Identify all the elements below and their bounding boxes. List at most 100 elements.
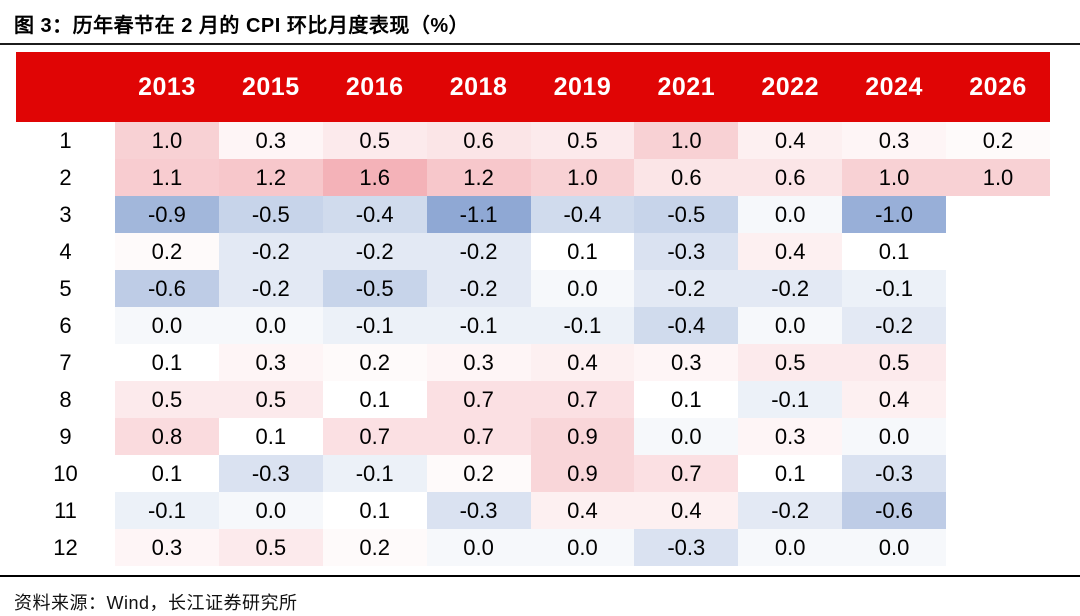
value-cell-2019-m3: -0.4	[530, 196, 635, 233]
value-cell-2015-m12: 0.5	[218, 529, 323, 566]
month-row-8: 8 0.5 0.5 0.1 0.7 0.7 0.1 -0.1 0.4	[16, 381, 1050, 418]
value-cell-2018-m2: 1.2	[426, 159, 531, 196]
value-cell-2016-m9: 0.7	[322, 418, 427, 455]
value-cell-2015-m6: 0.0	[218, 307, 323, 344]
month-label: 12	[16, 529, 115, 566]
value-cell-2024-m11: -0.6	[842, 492, 946, 529]
value-cell-2019-m10: 0.9	[530, 455, 635, 492]
value-cell-2016-m6: -0.1	[322, 307, 427, 344]
value-cell-2022-m12: 0.0	[738, 529, 843, 566]
month-row-4: 4 0.2 -0.2 -0.2 -0.2 0.1 -0.3 0.4 0.1	[16, 233, 1050, 270]
value-cell-2013-m5: -0.6	[115, 270, 219, 307]
value-cell-2026-m11	[946, 492, 1050, 529]
value-cell-2016-m11: 0.1	[322, 492, 427, 529]
value-cell-2013-m6: 0.0	[115, 307, 219, 344]
value-cell-2022-m3: 0.0	[738, 196, 843, 233]
month-row-11: 11 -0.1 0.0 0.1 -0.3 0.4 0.4 -0.2 -0.6	[16, 492, 1050, 529]
value-cell-2015-m1: 0.3	[218, 122, 323, 159]
table-body: 1 1.0 0.3 0.5 0.6 0.5 1.0 0.4 0.3 0.2 2 1.1 1.2 1.6 1.…	[16, 122, 1050, 566]
month-row-9: 9 0.8 0.1 0.7 0.7 0.9 0.0 0.3 0.0	[16, 418, 1050, 455]
value-cell-2024-m4: 0.1	[842, 233, 946, 270]
value-cell-2021-m7: 0.3	[634, 344, 739, 381]
month-label: 7	[16, 344, 115, 381]
source-note: 资料来源：Wind，长江证券研究所	[14, 593, 298, 613]
value-cell-2013-m10: 0.1	[115, 455, 219, 492]
value-cell-2018-m6: -0.1	[426, 307, 531, 344]
value-cell-2022-m10: 0.1	[738, 455, 843, 492]
year-header-2021: 2021	[634, 52, 739, 122]
cpi-heatmap-table: 2013 2015 2016 2018 2019 2021 2022 2024 2026 1 1.…	[16, 52, 1050, 566]
value-cell-2015-m4: -0.2	[218, 233, 323, 270]
value-cell-2015-m11: 0.0	[218, 492, 323, 529]
value-cell-2015-m10: -0.3	[218, 455, 323, 492]
value-cell-2021-m11: 0.4	[634, 492, 739, 529]
value-cell-2013-m8: 0.5	[115, 381, 219, 418]
value-cell-2024-m6: -0.2	[842, 307, 946, 344]
value-cell-2022-m8: -0.1	[738, 381, 843, 418]
year-header-2019: 2019	[530, 52, 635, 122]
value-cell-2018-m10: 0.2	[426, 455, 531, 492]
value-cell-2016-m3: -0.4	[322, 196, 427, 233]
year-header-row: 2013 2015 2016 2018 2019 2021 2022 2024 2026	[16, 52, 1050, 122]
value-cell-2015-m9: 0.1	[218, 418, 323, 455]
value-cell-2022-m1: 0.4	[738, 122, 843, 159]
value-cell-2024-m1: 0.3	[842, 122, 946, 159]
value-cell-2021-m10: 0.7	[634, 455, 739, 492]
value-cell-2013-m3: -0.9	[115, 196, 219, 233]
month-label: 2	[16, 159, 115, 196]
title-divider-line	[0, 43, 1080, 45]
year-header-2024: 2024	[842, 52, 946, 122]
value-cell-2015-m2: 1.2	[218, 159, 323, 196]
value-cell-2015-m5: -0.2	[218, 270, 323, 307]
value-cell-2019-m9: 0.9	[530, 418, 635, 455]
value-cell-2021-m2: 0.6	[634, 159, 739, 196]
figure-title: 图 3：历年春节在 2 月的 CPI 环比月度表现（%）	[14, 15, 470, 37]
year-header-2026: 2026	[946, 52, 1050, 122]
value-cell-2019-m2: 1.0	[530, 159, 635, 196]
month-label: 5	[16, 270, 115, 307]
month-label: 4	[16, 233, 115, 270]
value-cell-2024-m5: -0.1	[842, 270, 946, 307]
value-cell-2021-m8: 0.1	[634, 381, 739, 418]
year-header-2013: 2013	[115, 52, 219, 122]
value-cell-2026-m10	[946, 455, 1050, 492]
month-label: 9	[16, 418, 115, 455]
month-row-10: 10 0.1 -0.3 -0.1 0.2 0.9 0.7 0.1 -0.3	[16, 455, 1050, 492]
value-cell-2019-m6: -0.1	[530, 307, 635, 344]
value-cell-2019-m12: 0.0	[530, 529, 635, 566]
month-label: 6	[16, 307, 115, 344]
value-cell-2026-m5	[946, 270, 1050, 307]
value-cell-2013-m9: 0.8	[115, 418, 219, 455]
year-header-2016: 2016	[322, 52, 427, 122]
month-row-6: 6 0.0 0.0 -0.1 -0.1 -0.1 -0.4 0.0 -0.2	[16, 307, 1050, 344]
value-cell-2019-m1: 0.5	[530, 122, 635, 159]
value-cell-2016-m2: 1.6	[322, 159, 427, 196]
value-cell-2019-m7: 0.4	[530, 344, 635, 381]
year-header-2022: 2022	[738, 52, 843, 122]
value-cell-2016-m1: 0.5	[322, 122, 427, 159]
value-cell-2024-m9: 0.0	[842, 418, 946, 455]
value-cell-2024-m7: 0.5	[842, 344, 946, 381]
value-cell-2021-m6: -0.4	[634, 307, 739, 344]
value-cell-2015-m8: 0.5	[218, 381, 323, 418]
value-cell-2022-m5: -0.2	[738, 270, 843, 307]
value-cell-2018-m1: 0.6	[426, 122, 531, 159]
month-row-5: 5 -0.6 -0.2 -0.5 -0.2 0.0 -0.2 -0.2 -0.1	[16, 270, 1050, 307]
value-cell-2024-m10: -0.3	[842, 455, 946, 492]
month-label: 3	[16, 196, 115, 233]
month-label: 11	[16, 492, 115, 529]
value-cell-2021-m5: -0.2	[634, 270, 739, 307]
value-cell-2018-m12: 0.0	[426, 529, 531, 566]
value-cell-2016-m5: -0.5	[322, 270, 427, 307]
month-row-12: 12 0.3 0.5 0.2 0.0 0.0 -0.3 0.0 0.0	[16, 529, 1050, 566]
value-cell-2018-m8: 0.7	[426, 381, 531, 418]
value-cell-2013-m12: 0.3	[115, 529, 219, 566]
value-cell-2026-m2: 1.0	[946, 159, 1050, 196]
value-cell-2021-m12: -0.3	[634, 529, 739, 566]
value-cell-2022-m11: -0.2	[738, 492, 843, 529]
value-cell-2016-m12: 0.2	[322, 529, 427, 566]
table-bottom-line	[0, 575, 1080, 577]
value-cell-2026-m7	[946, 344, 1050, 381]
year-header-2018: 2018	[426, 52, 531, 122]
